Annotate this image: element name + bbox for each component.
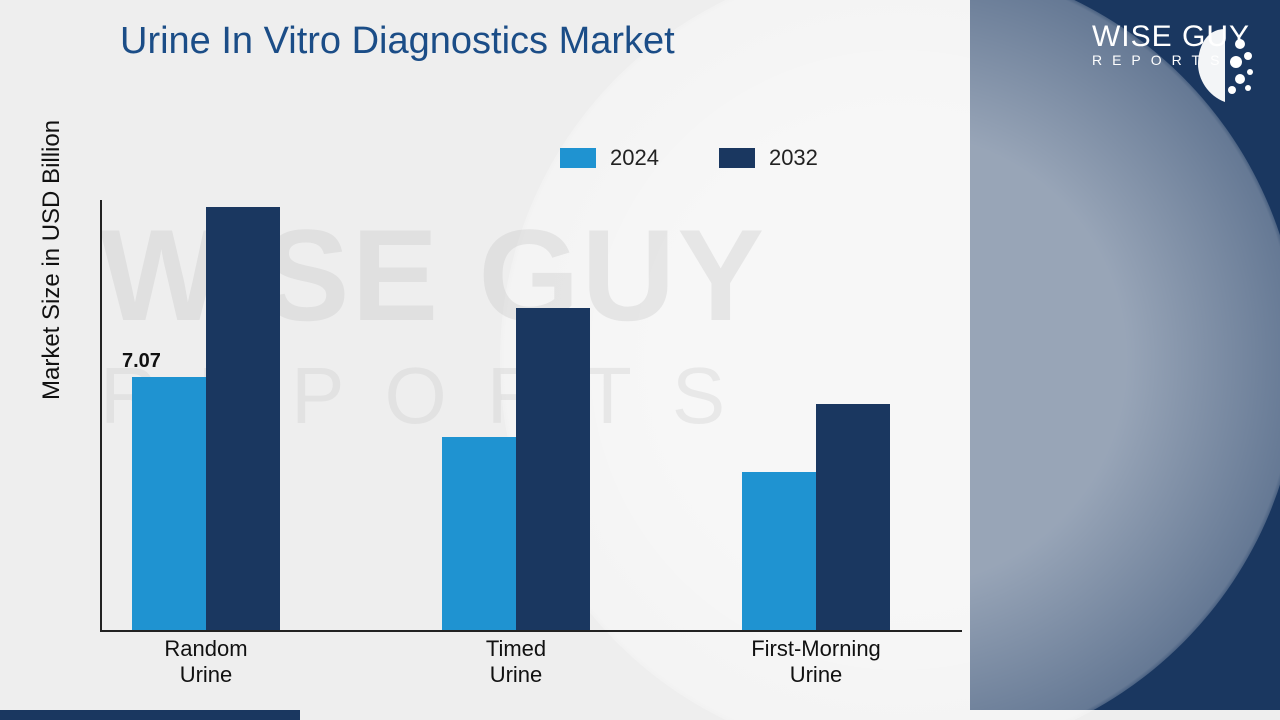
bar-group: First-MorningUrine [742, 200, 922, 630]
bar [516, 308, 590, 631]
x-tick-label: RandomUrine [164, 636, 247, 689]
legend-swatch-2032 [719, 148, 755, 168]
x-tick-label: TimedUrine [486, 636, 546, 689]
chart-title: Urine In Vitro Diagnostics Market [120, 20, 675, 63]
brand-sub: REPORTS [1092, 52, 1250, 68]
legend-label-2024: 2024 [610, 145, 659, 171]
legend-item-2032: 2032 [719, 145, 818, 171]
brand-logo: WISE GUY REPORTS [1092, 20, 1250, 68]
bar [132, 377, 206, 630]
legend: 2024 2032 [560, 145, 818, 171]
plot-area: 7.07RandomUrine TimedUrine First-MorningUr… [100, 200, 962, 632]
bar [742, 472, 816, 630]
legend-item-2024: 2024 [560, 145, 659, 171]
y-axis-label: Market Size in USD Billion [38, 120, 66, 400]
bottom-accent [0, 710, 300, 720]
bar [206, 207, 280, 630]
legend-swatch-2024 [560, 148, 596, 168]
x-tick-label: First-MorningUrine [751, 636, 881, 689]
bar-group: 7.07RandomUrine [132, 200, 312, 630]
brand-name: WISE GUY [1092, 20, 1250, 54]
bar-value-label: 7.07 [122, 350, 161, 373]
bar [816, 404, 890, 630]
bar [442, 437, 516, 631]
bar-group: TimedUrine [442, 200, 622, 630]
legend-label-2032: 2032 [769, 145, 818, 171]
chart-canvas: WISE GUY REPORTS Urine In Vitro Diagnost… [0, 0, 1280, 720]
